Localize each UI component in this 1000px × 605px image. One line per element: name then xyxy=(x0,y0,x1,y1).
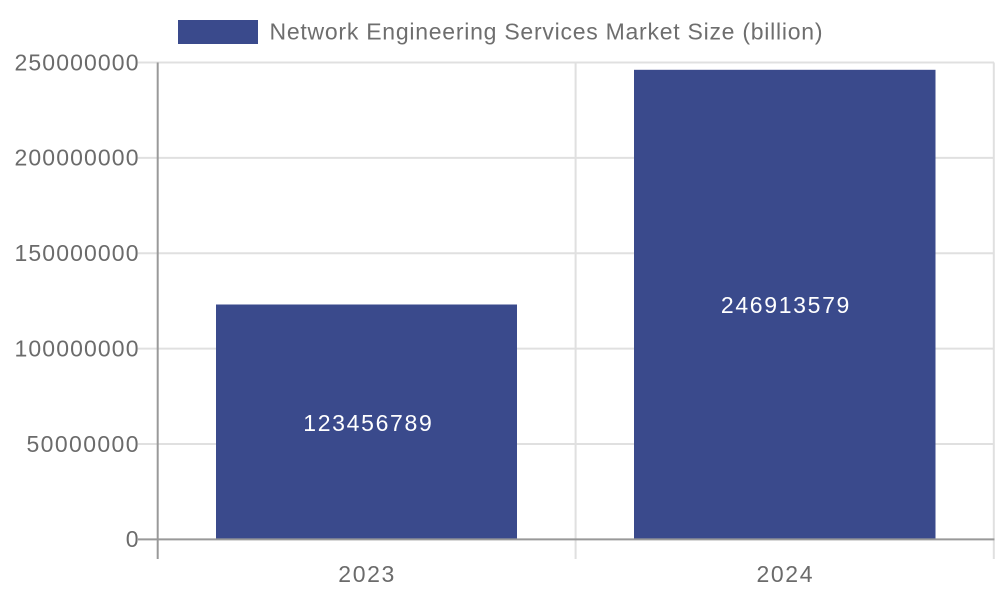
svg-text:100000000: 100000000 xyxy=(15,335,139,361)
svg-text:2024: 2024 xyxy=(757,561,813,587)
svg-text:50000000: 50000000 xyxy=(27,431,139,457)
svg-text:246913579: 246913579 xyxy=(721,292,850,318)
svg-text:200000000: 200000000 xyxy=(15,145,139,171)
svg-text:150000000: 150000000 xyxy=(15,240,139,266)
svg-text:2023: 2023 xyxy=(338,561,394,587)
svg-text:Network Engineering Services M: Network Engineering Services Market Size… xyxy=(270,18,823,44)
svg-text:123456789: 123456789 xyxy=(303,410,432,436)
svg-text:250000000: 250000000 xyxy=(15,49,139,75)
svg-text:0: 0 xyxy=(126,526,139,552)
